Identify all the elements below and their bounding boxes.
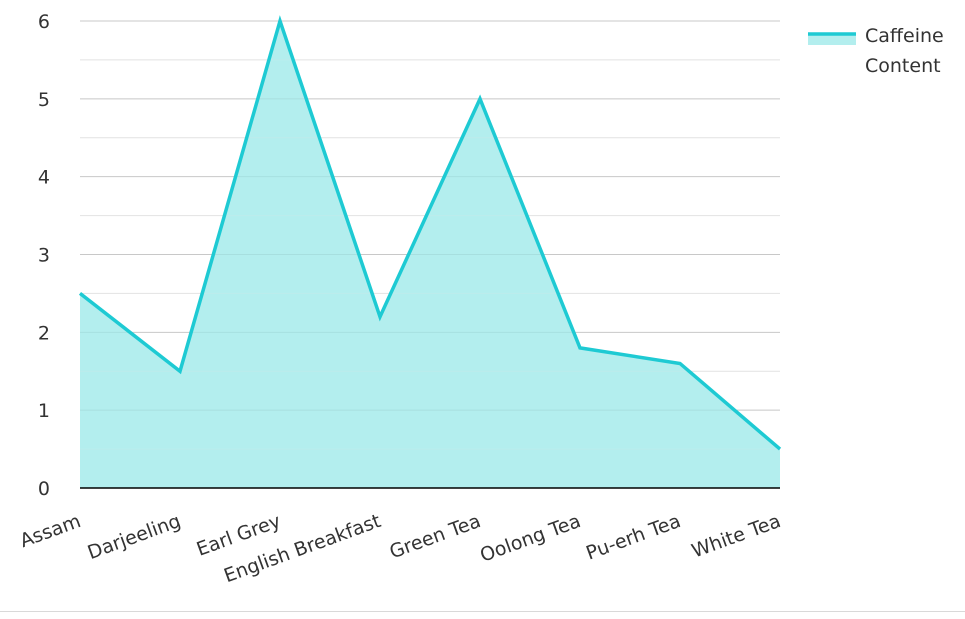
x-tick-label: Pu-erh Tea (583, 510, 684, 565)
x-tick-label: White Tea (689, 510, 784, 562)
y-tick-label: 3 (38, 245, 50, 267)
page-bottom-divider (0, 611, 965, 612)
y-tick-label: 1 (38, 400, 50, 422)
x-tick-label: Green Tea (387, 510, 484, 563)
y-tick-label: 4 (38, 167, 50, 189)
y-tick-label: 0 (38, 478, 50, 500)
y-tick-label: 6 (38, 11, 50, 33)
legend-label-line[interactable]: Content (865, 55, 941, 77)
y-tick-labels: 0 1 2 3 4 5 6 (38, 11, 50, 500)
legend[interactable]: Caffeine Content (808, 25, 944, 77)
x-tick-label: Oolong Tea (477, 510, 584, 567)
series-line (78, 15, 782, 451)
x-tick-label: Darjeeling (85, 510, 184, 564)
x-tick-label: Assam (17, 510, 84, 552)
legend-label-line[interactable]: Caffeine (865, 25, 944, 47)
legend-swatch-fill (808, 34, 856, 45)
y-tick-label: 5 (38, 89, 50, 111)
y-tick-label: 2 (38, 322, 50, 344)
